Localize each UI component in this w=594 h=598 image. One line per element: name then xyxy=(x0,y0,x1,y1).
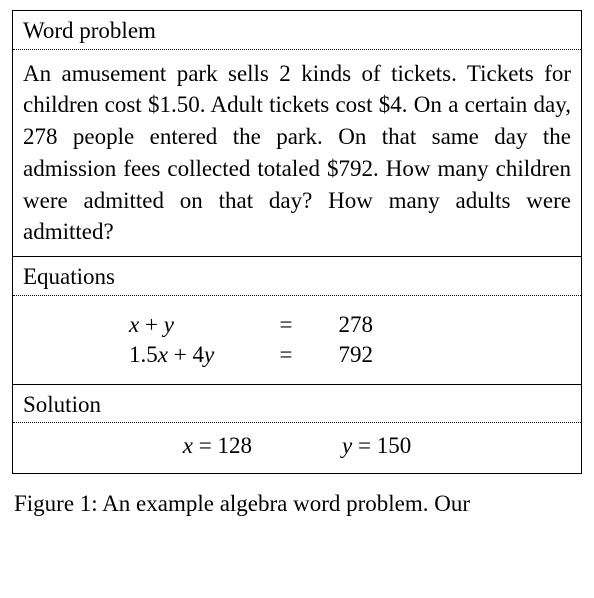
equation-row: 1.5x + 4y = 792 xyxy=(123,340,379,370)
word-problem-text: An amusement park sells 2 kinds of ticke… xyxy=(13,50,581,256)
op-plus: + xyxy=(174,342,187,367)
equation-row: x + y = 278 xyxy=(123,310,379,340)
equation-rhs: 792 xyxy=(307,340,379,370)
solution-row: x = 128 y = 150 xyxy=(23,433,571,459)
solution-value: 128 xyxy=(218,433,253,458)
solution-value: 150 xyxy=(377,433,412,458)
figure-container: Word problem An amusement park sells 2 k… xyxy=(0,0,594,527)
equation-lhs: x + y xyxy=(123,310,265,340)
word-problem-section: Word problem An amusement park sells 2 k… xyxy=(13,11,581,257)
equals-sign: = xyxy=(265,340,307,370)
equals-sign: = xyxy=(265,310,307,340)
figure-box: Word problem An amusement park sells 2 k… xyxy=(12,10,582,474)
equals-sign: = xyxy=(199,433,212,458)
figure-caption: Figure 1: An example algebra word proble… xyxy=(12,474,582,519)
caption-prefix: Figure 1: xyxy=(14,491,102,516)
solution-section: Solution x = 128 y = 150 xyxy=(13,385,581,474)
equals-sign: = xyxy=(358,433,371,458)
var-x: x xyxy=(183,433,193,458)
solution-body: x = 128 y = 150 xyxy=(13,423,581,473)
coef: 4 xyxy=(192,342,204,367)
equations-table: x + y = 278 1.5x + 4y = xyxy=(123,310,379,370)
equations-header: Equations xyxy=(13,257,581,296)
equations-section: Equations x + y = 278 1.5x xyxy=(13,257,581,385)
word-problem-header: Word problem xyxy=(13,11,581,50)
var-x: x xyxy=(129,312,139,337)
var-y: y xyxy=(342,433,352,458)
caption-text: An example algebra word problem. Our xyxy=(102,491,470,516)
equation-rhs: 278 xyxy=(307,310,379,340)
solution-item-x: x = 128 xyxy=(183,433,252,459)
var-x: x xyxy=(158,342,168,367)
var-y: y xyxy=(164,312,174,337)
var-y: y xyxy=(204,342,214,367)
equations-body: x + y = 278 1.5x + 4y = xyxy=(13,296,581,384)
solution-header: Solution xyxy=(13,385,581,424)
equation-lhs: 1.5x + 4y xyxy=(123,340,265,370)
coef: 1.5 xyxy=(129,342,158,367)
op-plus: + xyxy=(145,312,158,337)
solution-item-y: y = 150 xyxy=(342,433,411,459)
